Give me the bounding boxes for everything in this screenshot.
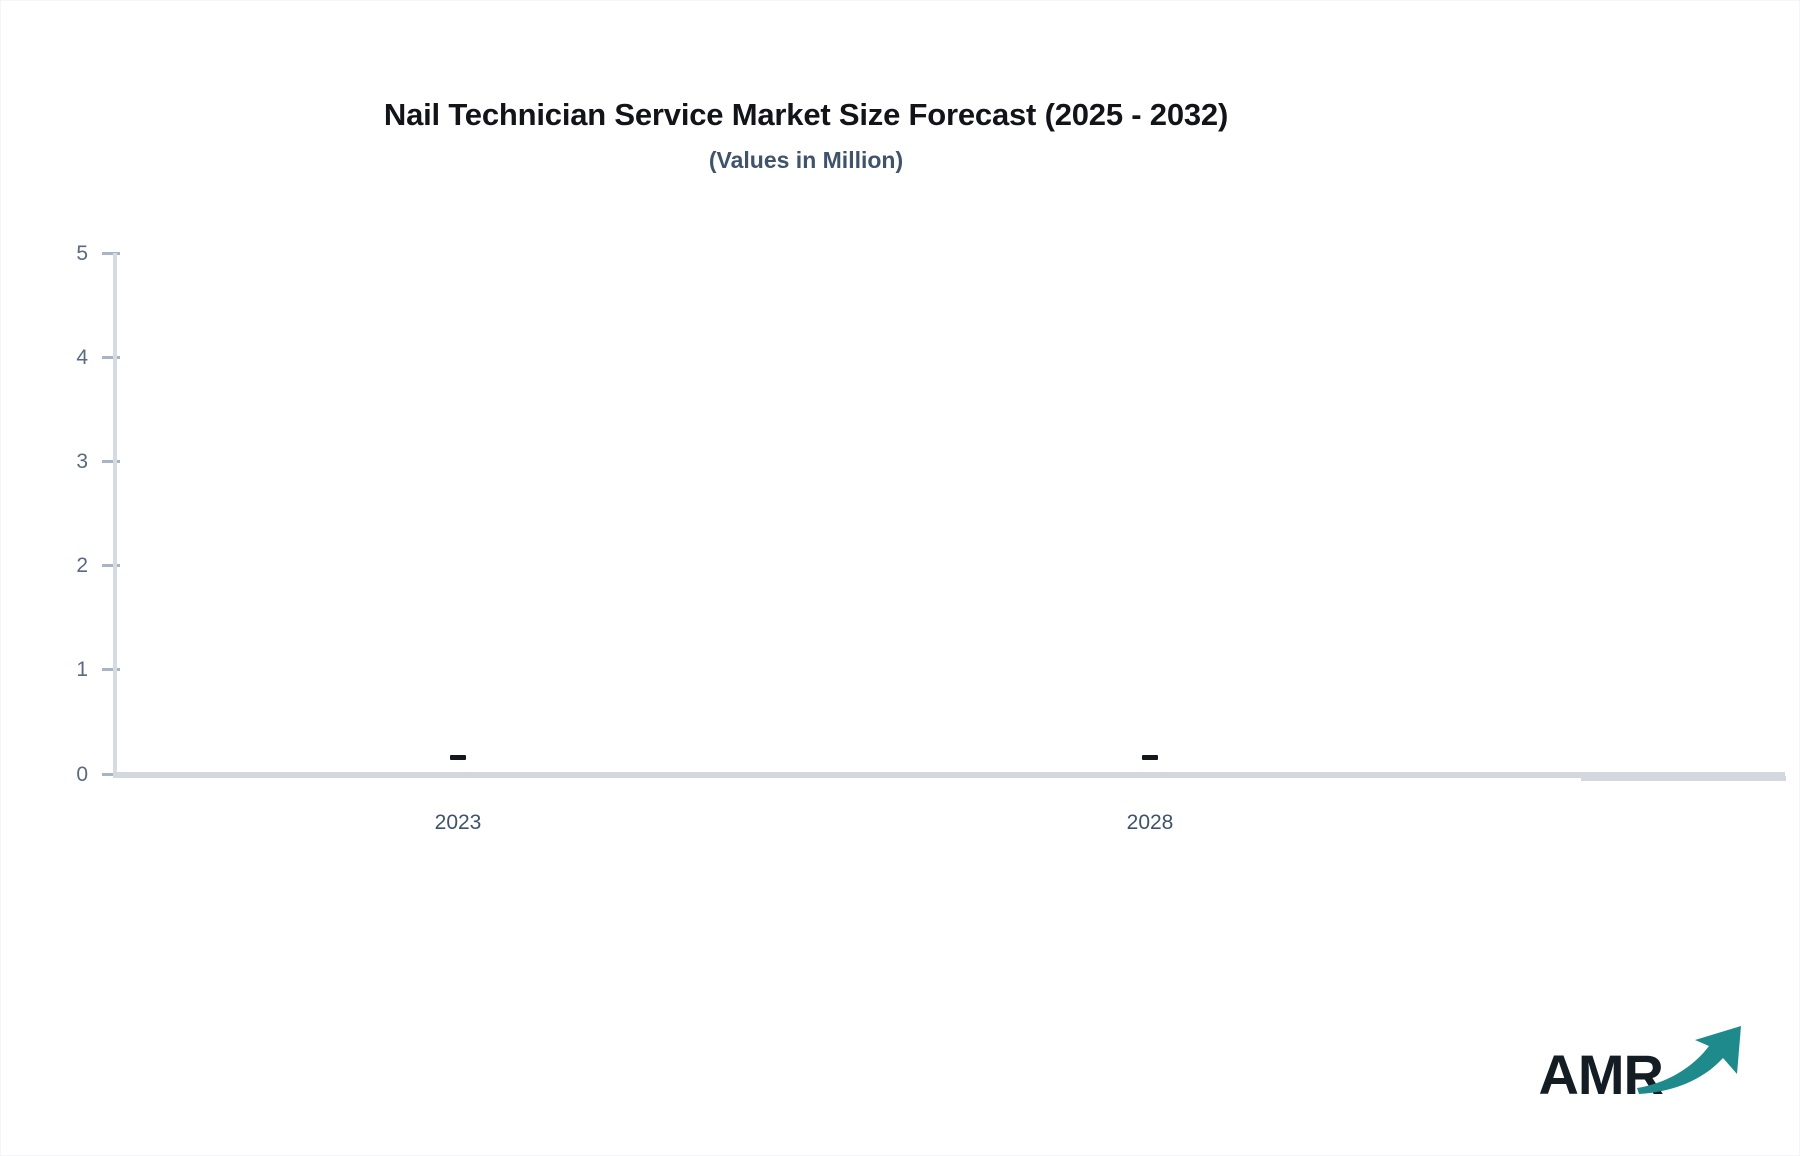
x-tick-label-2023: 2023 <box>434 811 482 834</box>
x-axis-line-extension <box>1581 776 1786 781</box>
data-marker-2023 <box>450 755 466 760</box>
y-tick-dash-icon <box>102 355 120 359</box>
y-tick-label-0: 0 <box>76 762 88 786</box>
growth-arrow-icon <box>1633 1022 1751 1101</box>
x-axis: 2023 2028 <box>1 811 1799 851</box>
y-tick-dash-icon <box>102 563 120 567</box>
y-tick-dash-icon <box>102 772 120 776</box>
y-axis: 5 4 3 2 1 0 <box>1 231 131 785</box>
chart-subtitle: (Values in Million) <box>708 146 904 173</box>
amr-logo: AMR <box>1538 1026 1751 1103</box>
y-tick-label-3: 3 <box>76 449 88 473</box>
plot-area: 5 4 3 2 1 0 <box>1 231 1799 834</box>
y-tick-dash-icon <box>102 251 120 255</box>
x-tick-label-2028: 2028 <box>1126 811 1174 834</box>
chart-title: Nail Technician Service Market Size Fore… <box>383 97 1229 132</box>
y-tick-dash-icon <box>102 667 120 671</box>
x-axis-line <box>113 772 1785 778</box>
y-axis-line <box>113 253 117 777</box>
y-tick-label-1: 1 <box>76 657 88 681</box>
y-tick-dash-icon <box>102 459 120 463</box>
y-tick-label-2: 2 <box>76 553 88 577</box>
y-tick-label-5: 5 <box>76 241 88 265</box>
chart-header: Nail Technician Service Market Size Fore… <box>1 97 1611 174</box>
data-marker-2028 <box>1142 755 1158 760</box>
y-tick-label-4: 4 <box>76 345 88 369</box>
